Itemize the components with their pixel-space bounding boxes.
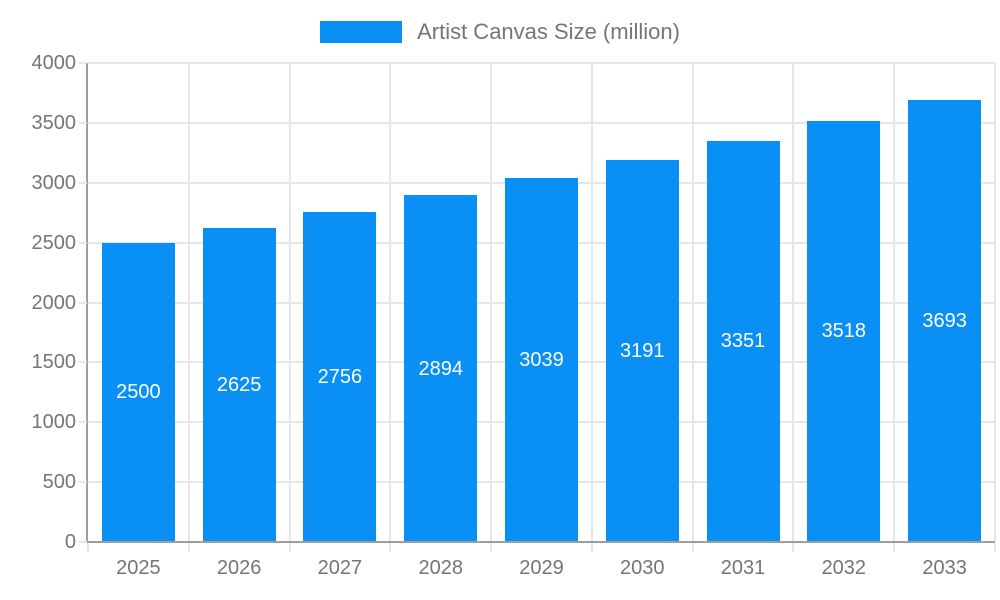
x-axis-tick-label: 2028 (418, 557, 463, 579)
bar-value-label: 3191 (620, 339, 665, 362)
x-axis-tick (792, 543, 795, 552)
legend-label: Artist Canvas Size (million) (417, 19, 680, 44)
bar-2027[interactable]: 2756 (303, 211, 377, 542)
bar-value-label: 3518 (821, 320, 867, 343)
x-axis-tick-label: 2027 (317, 557, 363, 579)
y-axis-tick-label: 2000 (31, 291, 77, 314)
y-axis-tick (79, 241, 87, 244)
y-axis-tick (79, 62, 87, 64)
x-axis-tick (893, 543, 896, 552)
y-axis-tick (79, 421, 87, 424)
y-axis-tick (79, 301, 87, 304)
bar-value-label: 2500 (116, 381, 161, 404)
gridline-vertical (893, 63, 896, 542)
plot-area: 2500 2625 2756 2894 3039 3191 3351 3518 3693 (88, 62, 996, 542)
bar-2033[interactable]: 3693 (908, 99, 982, 542)
y-axis-tick-label: 4000 (31, 52, 77, 74)
x-axis-tick-label: 2032 (821, 557, 867, 579)
x-axis-tick (490, 543, 493, 552)
gridline-vertical (792, 63, 795, 542)
gridline-vertical (590, 63, 593, 542)
bar-2025[interactable]: 2500 (101, 242, 175, 542)
x-axis-tick-label: 2031 (720, 557, 766, 579)
y-axis-tick-label: 2500 (31, 231, 77, 254)
x-axis-tick-label: 2029 (519, 557, 564, 579)
y-axis-tick-label: 0 (64, 531, 76, 553)
y-axis-line (86, 63, 88, 542)
x-axis-tick (590, 543, 593, 552)
gridline-horizontal (88, 121, 995, 124)
gridline-vertical (691, 63, 694, 542)
y-axis-tick-label: 1500 (31, 351, 77, 374)
y-axis-tick (79, 361, 87, 364)
x-axis-tick (389, 543, 392, 552)
bar-value-label: 3693 (922, 309, 967, 332)
bar-value-label: 3039 (519, 349, 564, 372)
bar-value-label: 2625 (216, 373, 262, 396)
bar-2026[interactable]: 2625 (202, 227, 276, 542)
gridline-vertical (994, 63, 996, 542)
gridline-vertical (490, 63, 493, 542)
y-axis-tick-label: 3500 (31, 111, 77, 134)
y-axis-tick-label: 1000 (31, 411, 77, 434)
bar-2032[interactable]: 3518 (807, 120, 881, 542)
x-axis-tick (87, 543, 89, 552)
x-axis-tick-label: 2030 (620, 557, 665, 579)
bar-value-label: 2756 (317, 365, 363, 388)
y-axis-tick (79, 121, 87, 124)
x-axis-tick-label: 2025 (116, 557, 161, 579)
bar-value-label: 3351 (720, 330, 766, 353)
gridline-vertical (389, 63, 392, 542)
gridline-vertical (288, 63, 291, 542)
y-axis-tick (79, 541, 87, 543)
y-axis-tick-label: 3000 (31, 171, 77, 194)
x-axis-tick (187, 543, 190, 552)
legend-swatch-icon (320, 21, 403, 43)
bar-2029[interactable]: 3039 (505, 178, 578, 542)
bar-2028[interactable]: 2894 (404, 195, 478, 542)
gridline-vertical (187, 63, 190, 542)
x-axis-tick-label: 2026 (216, 557, 262, 579)
x-axis-tick (994, 543, 996, 552)
x-axis-tick (691, 543, 694, 552)
gridline-horizontal (88, 62, 995, 64)
y-axis-tick (79, 181, 87, 184)
y-axis-tick (79, 481, 87, 484)
bar-2031[interactable]: 3351 (706, 140, 780, 542)
x-axis-tick-label: 2033 (922, 557, 967, 579)
y-axis-tick-label: 500 (42, 471, 76, 494)
bar-2030[interactable]: 3191 (605, 159, 679, 542)
x-axis-tick (288, 543, 291, 552)
x-axis-line (86, 541, 995, 543)
bar-value-label: 2894 (418, 357, 463, 380)
legend-item[interactable]: Artist Canvas Size (million) (0, 19, 1000, 45)
